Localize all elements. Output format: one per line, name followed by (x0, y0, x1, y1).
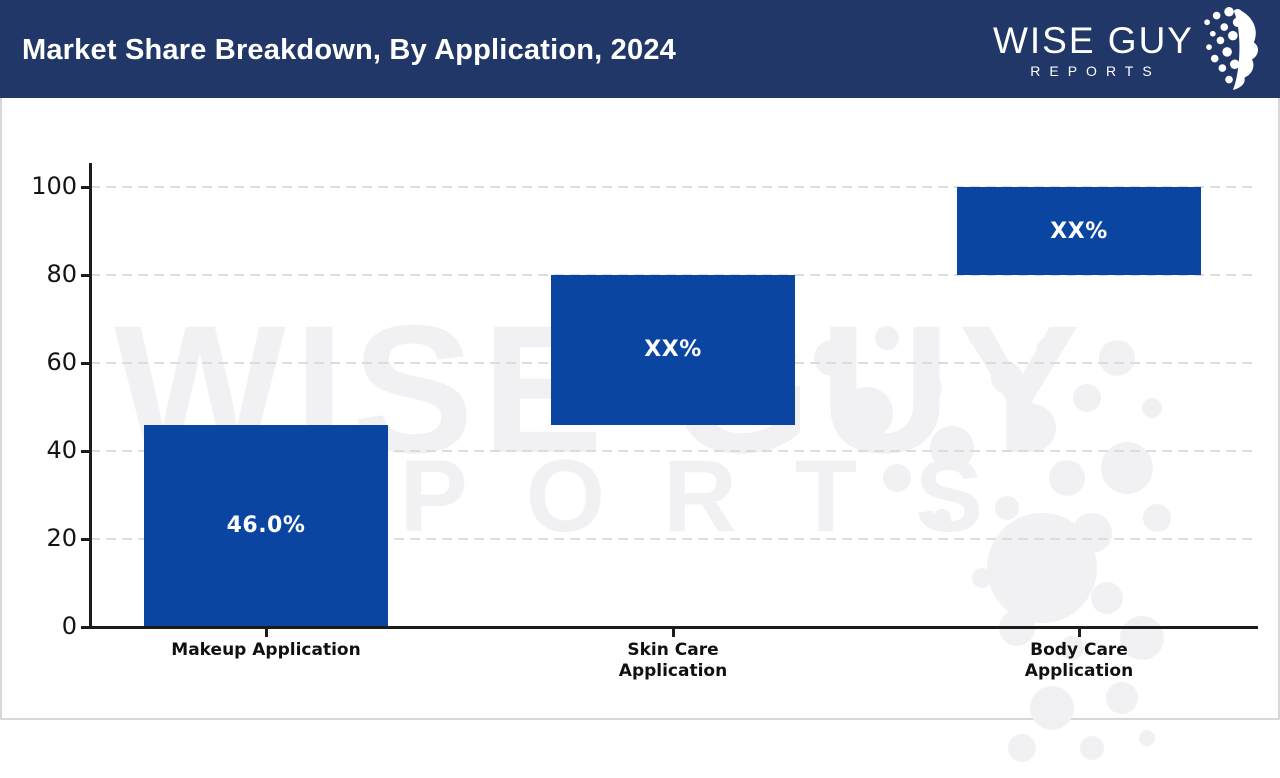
bar-skin-care-application: XX% (551, 275, 795, 425)
y-tick-mark-80 (81, 274, 90, 277)
x-tick-mark-1 (265, 629, 268, 637)
logo-wordmark: WISE GUY (992, 19, 1194, 61)
gridline-100 (90, 186, 1256, 188)
x-tick-mark-2 (672, 629, 675, 637)
page-title: Market Share Breakdown, By Application, … (22, 34, 676, 66)
header-bar: Market Share Breakdown, By Application, … (0, 0, 1280, 98)
bar-value-label: XX% (1050, 218, 1108, 244)
gridline-20 (90, 538, 1256, 540)
bar-value-label: 46.0% (226, 513, 306, 539)
y-tick-mark-60 (81, 362, 90, 365)
y-tick-label-0: 0 (61, 612, 77, 640)
y-axis (89, 163, 92, 629)
x-axis (88, 625, 1258, 629)
y-tick-label-20: 20 (46, 524, 77, 552)
x-category-label-2: Skin Care Application (618, 640, 728, 681)
wise-guy-reports-logo: WISE GUY REPORTS (993, 6, 1262, 92)
y-tick-mark-100 (81, 186, 90, 189)
gridline-40 (90, 450, 1256, 452)
bar-makeup-application: 46.0% (144, 424, 388, 627)
x-category-label-1: Makeup Application (171, 640, 361, 660)
y-tick-mark-40 (81, 450, 90, 453)
watermark-head-dots (814, 326, 1171, 762)
y-tick-label-80: 80 (46, 260, 77, 288)
logo-head-icon (1204, 7, 1259, 91)
page: Market Share Breakdown, By Application, … (0, 0, 1280, 762)
y-tick-mark-20 (81, 538, 90, 541)
bar-body-care-application: XX% (957, 187, 1201, 275)
y-tick-label-40: 40 (46, 436, 77, 464)
logo-subtext: REPORTS (1030, 62, 1161, 79)
chart-area: WISE GUY REPORTS 0 20 40 60 80 100 46.0% XX% XX… (2, 98, 1278, 762)
x-category-label-3: Body Care Application (1024, 640, 1134, 681)
y-tick-label-60: 60 (46, 348, 77, 376)
logo-text: WISE GUY REPORTS (993, 20, 1194, 79)
bar-value-label: XX% (644, 337, 702, 363)
y-tick-label-100: 100 (31, 172, 77, 200)
y-tick-mark-0 (81, 626, 90, 629)
x-tick-mark-3 (1078, 629, 1081, 637)
